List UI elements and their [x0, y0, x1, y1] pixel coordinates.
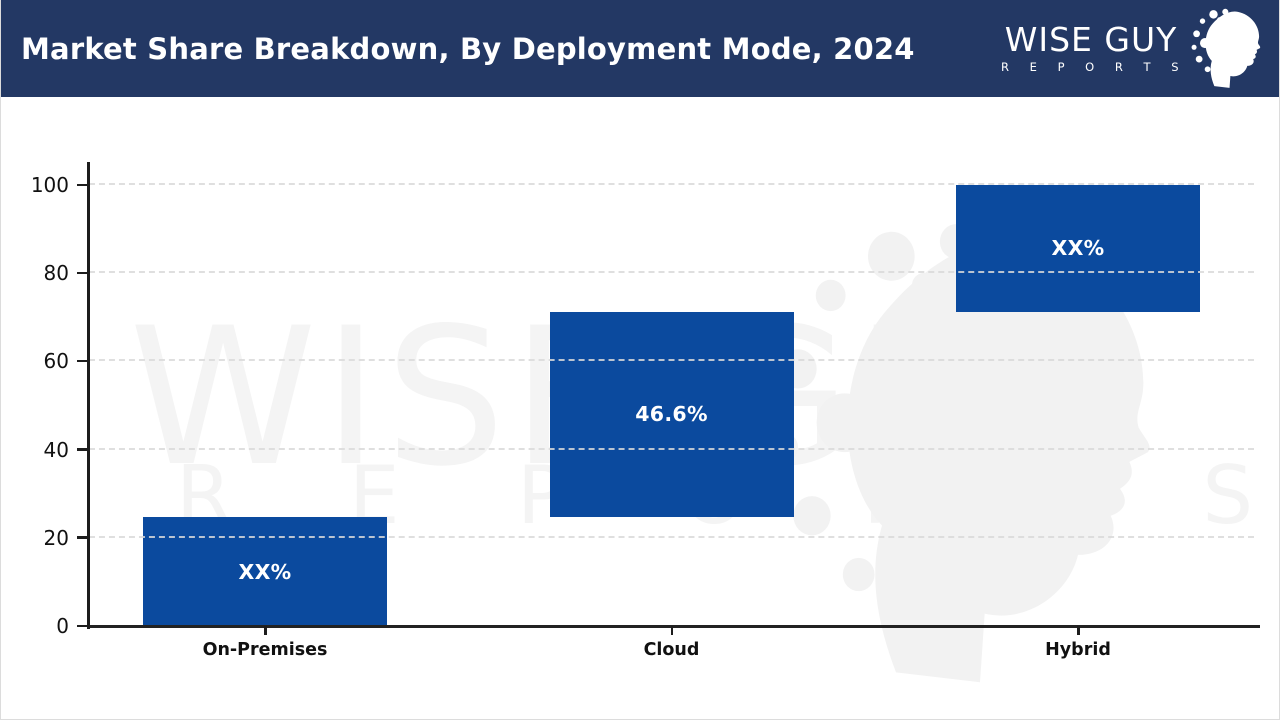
- y-tick-label-100: 100: [30, 173, 69, 197]
- header: Market Share Breakdown, By Deployment Mo…: [1, 0, 1279, 97]
- watermark-face-icon: [770, 223, 1150, 683]
- y-tick-label-40: 40: [43, 437, 69, 462]
- y-tick-label-20: 20: [43, 525, 69, 550]
- x-tick-on-premises: [264, 626, 267, 635]
- gridline-80: [89, 271, 1254, 274]
- x-label-on-premises: On-Premises: [202, 640, 328, 660]
- page-title: Market Share Breakdown, By Deployment Mo…: [21, 31, 915, 66]
- y-tick-80: [77, 271, 89, 275]
- bar-hybrid: XX%: [956, 185, 1200, 312]
- y-tick-100: [77, 183, 89, 186]
- x-tick-cloud: [670, 626, 673, 635]
- bar-cloud: 46.6%: [549, 311, 794, 518]
- logo-wordmark: WISE GUY R E P O R T S: [995, 23, 1187, 74]
- bar-value-label: XX%: [1051, 236, 1105, 261]
- y-tick-label-0: 0: [56, 614, 69, 638]
- bar-value-label: XX%: [238, 559, 292, 584]
- logo-face-icon: [1191, 8, 1261, 88]
- bar-on-premises: XX%: [143, 517, 387, 626]
- y-tick-label-80: 80: [43, 261, 69, 286]
- x-axis-line: [87, 624, 1260, 628]
- y-tick-20: [77, 536, 89, 539]
- gridline-20: [89, 535, 1254, 538]
- x-tick-hybrid: [1077, 626, 1080, 635]
- y-tick-60: [77, 359, 89, 363]
- brand-logo: WISE GUY R E P O R T S: [995, 8, 1265, 90]
- x-label-cloud: Cloud: [643, 640, 700, 660]
- y-tick-label-60: 60: [43, 349, 69, 374]
- plot: XX% 46.6% XX% 0 20 40 60 80 100 On-Premises Cloud…: [31, 162, 1260, 660]
- chart: WISE GUY R E P O R T S XX%46.6%XX% 02040…: [1, 97, 1279, 719]
- y-axis-spine: [87, 162, 90, 629]
- logo-wordmark-main: WISE GUY: [1004, 20, 1178, 60]
- gridline-100: [89, 183, 1254, 185]
- gridline-60: [89, 359, 1254, 362]
- gridline-40: [89, 447, 1254, 450]
- y-tick-0: [77, 624, 89, 627]
- bar-value-label: 46.6%: [635, 402, 708, 427]
- logo-wordmark-sub: R E P O R T S: [1001, 59, 1187, 74]
- x-label-hybrid: Hybrid: [1045, 640, 1111, 660]
- y-tick-40: [77, 448, 89, 451]
